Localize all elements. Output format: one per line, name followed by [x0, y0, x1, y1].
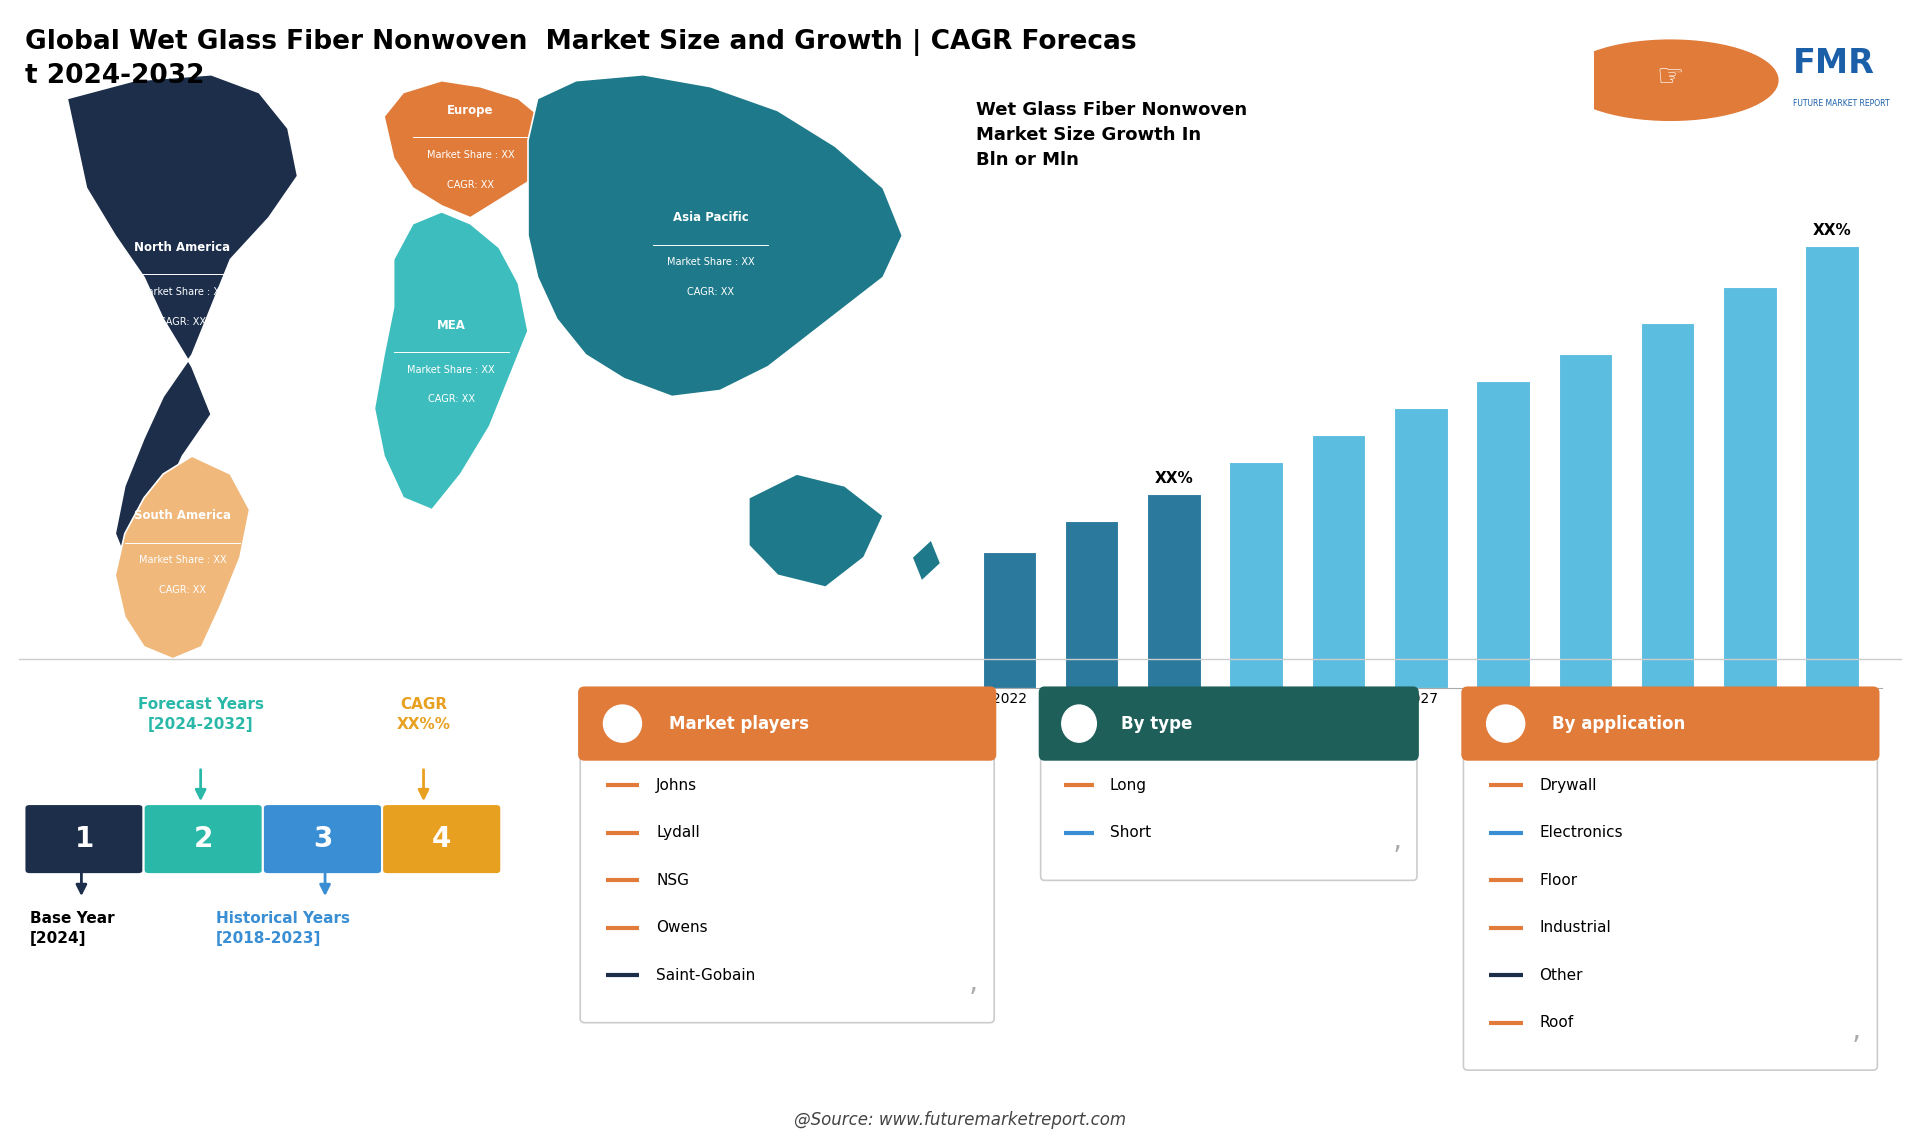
- Text: t 2024-2032: t 2024-2032: [25, 63, 204, 89]
- Text: Saint-Gobain: Saint-Gobain: [657, 967, 755, 983]
- Text: @Source: www.futuremarketreport.com: @Source: www.futuremarketreport.com: [795, 1110, 1125, 1129]
- Text: Global Wet Glass Fiber Nonwoven  Market Size and Growth | CAGR Forecas: Global Wet Glass Fiber Nonwoven Market S…: [25, 29, 1137, 56]
- Polygon shape: [384, 80, 557, 218]
- FancyBboxPatch shape: [263, 804, 382, 874]
- Text: 1: 1: [75, 825, 94, 853]
- Bar: [1476, 382, 1530, 688]
- Text: FMR: FMR: [1793, 47, 1876, 79]
- Text: Market players: Market players: [668, 715, 808, 732]
- Text: NSG: NSG: [657, 873, 689, 888]
- Circle shape: [603, 705, 641, 743]
- FancyBboxPatch shape: [1461, 686, 1880, 761]
- Text: MEA: MEA: [436, 319, 467, 331]
- Text: Europe: Europe: [447, 104, 493, 117]
- Circle shape: [1563, 40, 1778, 120]
- Text: CAGR: XX: CAGR: XX: [159, 586, 205, 595]
- FancyBboxPatch shape: [382, 804, 501, 874]
- Text: Market Share : XX: Market Share : XX: [666, 258, 755, 267]
- Text: Market Share : XX: Market Share : XX: [138, 288, 227, 297]
- FancyBboxPatch shape: [580, 756, 995, 1022]
- Text: By application: By application: [1551, 715, 1686, 732]
- Bar: [1559, 354, 1613, 688]
- Text: Market Share : XX: Market Share : XX: [138, 556, 227, 565]
- Bar: [1394, 408, 1448, 688]
- Text: 2: 2: [194, 825, 213, 853]
- Text: FUTURE MARKET REPORT: FUTURE MARKET REPORT: [1793, 99, 1889, 108]
- Text: Industrial: Industrial: [1540, 920, 1611, 935]
- Text: CAGR
XX%%: CAGR XX%%: [397, 697, 451, 731]
- Text: 4: 4: [432, 825, 451, 853]
- Text: Drywall: Drywall: [1540, 778, 1597, 793]
- Polygon shape: [528, 74, 902, 397]
- Text: Market Share : XX: Market Share : XX: [407, 364, 495, 375]
- Bar: [983, 552, 1037, 688]
- Text: North America: North America: [134, 241, 230, 254]
- Text: Base Year
[2024]: Base Year [2024]: [29, 911, 113, 947]
- Text: XX%: XX%: [1812, 223, 1851, 238]
- Bar: [1724, 286, 1776, 688]
- Text: Lydall: Lydall: [657, 825, 701, 840]
- FancyBboxPatch shape: [1039, 686, 1419, 761]
- Polygon shape: [374, 212, 528, 510]
- Circle shape: [1486, 705, 1524, 743]
- Text: XX%: XX%: [1154, 471, 1194, 486]
- Text: 3: 3: [313, 825, 332, 853]
- Text: ’: ’: [968, 987, 977, 1014]
- Polygon shape: [115, 456, 250, 659]
- Text: Electronics: Electronics: [1540, 825, 1622, 840]
- Bar: [1805, 246, 1859, 688]
- Bar: [1642, 323, 1693, 688]
- Text: Asia Pacific: Asia Pacific: [672, 211, 749, 225]
- FancyBboxPatch shape: [25, 804, 144, 874]
- Text: Floor: Floor: [1540, 873, 1578, 888]
- Bar: [1148, 494, 1200, 688]
- Bar: [1066, 521, 1117, 688]
- Bar: [1311, 435, 1365, 688]
- Text: ☞: ☞: [1657, 63, 1684, 93]
- Text: By type: By type: [1121, 715, 1192, 732]
- Text: ’: ’: [1392, 845, 1402, 872]
- Text: South America: South America: [134, 509, 230, 523]
- FancyBboxPatch shape: [1041, 756, 1417, 880]
- Text: ’: ’: [1851, 1034, 1860, 1062]
- Text: CAGR: XX: CAGR: XX: [428, 394, 474, 405]
- Text: Johns: Johns: [657, 778, 697, 793]
- Text: Short: Short: [1110, 825, 1150, 840]
- Polygon shape: [912, 540, 941, 581]
- Text: CAGR: XX: CAGR: XX: [159, 317, 205, 327]
- Text: Long: Long: [1110, 778, 1146, 793]
- Circle shape: [1062, 705, 1096, 743]
- FancyBboxPatch shape: [1463, 756, 1878, 1070]
- Bar: [1229, 462, 1283, 688]
- Text: CAGR: XX: CAGR: XX: [687, 288, 733, 297]
- Text: Owens: Owens: [657, 920, 708, 935]
- Text: Historical Years
[2018-2023]: Historical Years [2018-2023]: [217, 911, 349, 947]
- Text: CAGR: XX: CAGR: XX: [447, 180, 493, 190]
- Polygon shape: [67, 74, 298, 575]
- Text: Other: Other: [1540, 967, 1582, 983]
- Text: Roof: Roof: [1540, 1015, 1574, 1030]
- Text: Forecast Years
[2024-2032]: Forecast Years [2024-2032]: [138, 697, 263, 731]
- FancyBboxPatch shape: [578, 686, 996, 761]
- Polygon shape: [749, 474, 883, 587]
- Text: Market Share : XX: Market Share : XX: [426, 150, 515, 160]
- FancyBboxPatch shape: [144, 804, 263, 874]
- Text: Wet Glass Fiber Nonwoven
Market Size Growth In
Bln or Mln: Wet Glass Fiber Nonwoven Market Size Gro…: [977, 101, 1248, 168]
